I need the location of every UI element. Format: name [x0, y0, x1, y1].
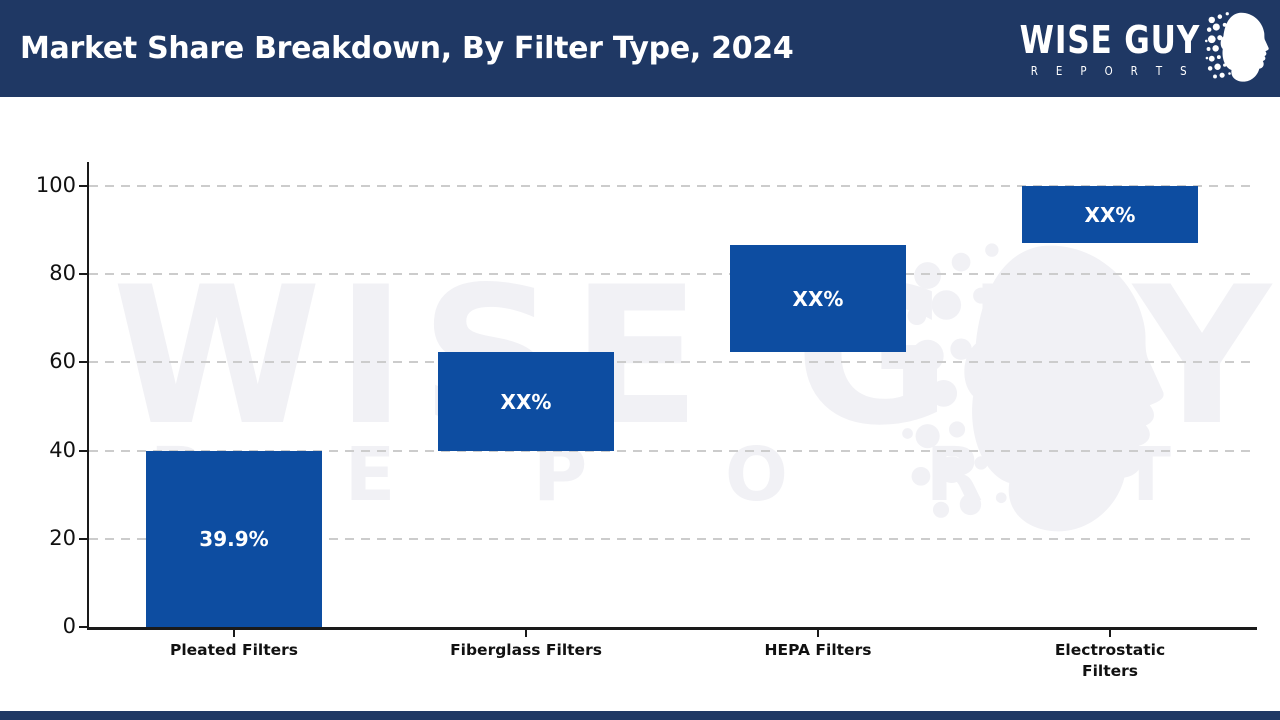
y-tick-mark	[79, 626, 87, 628]
y-tick-mark	[79, 537, 87, 540]
x-axis-line	[87, 627, 1257, 630]
x-category-label: Pleated Filters	[169, 641, 299, 659]
bar: 39.9%	[146, 451, 322, 627]
gridline	[89, 361, 1256, 364]
bar-value-label: XX%	[500, 389, 552, 414]
y-tick-label: 80	[49, 261, 76, 286]
x-tick-mark	[1109, 629, 1111, 637]
bar-value-label: XX%	[792, 286, 844, 311]
gridline	[89, 537, 1256, 540]
bar: XX%	[730, 245, 906, 353]
y-tick-label: 20	[49, 525, 76, 550]
y-tick-label: 100	[35, 173, 76, 197]
y-tick-mark	[79, 449, 87, 452]
y-tick-mark	[79, 273, 87, 276]
y-tick-mark	[79, 361, 87, 364]
gridline	[89, 273, 1256, 276]
x-category-label: HEPA Filters	[764, 641, 872, 659]
bar-value-label: 39.9%	[199, 527, 269, 551]
x-tick-mark	[233, 629, 235, 637]
x-category-label: Electrostatic Filters	[1054, 641, 1166, 680]
y-tick-mark	[79, 185, 87, 187]
brand-face-icon	[1204, 12, 1269, 82]
y-tick-label: 40	[49, 437, 76, 462]
brand-logo: WISE GUY R E P O R T S	[980, 4, 1270, 94]
watermark-face-icon	[899, 243, 1164, 532]
y-tick-label: 0	[62, 614, 76, 638]
x-tick-mark	[817, 629, 819, 637]
brand-subtitle: R E P O R T S	[1030, 62, 1194, 78]
x-tick-mark	[525, 629, 527, 637]
brand-name: WISE GUY	[1019, 17, 1200, 62]
header-bar: Market Share Breakdown, By Filter Type, …	[0, 0, 1280, 97]
x-category-label: Fiberglass Filters	[450, 641, 602, 659]
page-title: Market Share Breakdown, By Filter Type, …	[20, 31, 794, 66]
y-axis-line	[87, 162, 89, 629]
y-tick-label: 60	[49, 349, 76, 374]
brand-logo-text: WISE GUY R E P O R T S	[1019, 21, 1200, 78]
bar: XX%	[1022, 186, 1198, 244]
gridline	[89, 185, 1256, 187]
bar-value-label: XX%	[1084, 202, 1136, 227]
bar: XX%	[438, 352, 614, 452]
gridline	[89, 449, 1256, 452]
footer-bar	[0, 711, 1280, 720]
